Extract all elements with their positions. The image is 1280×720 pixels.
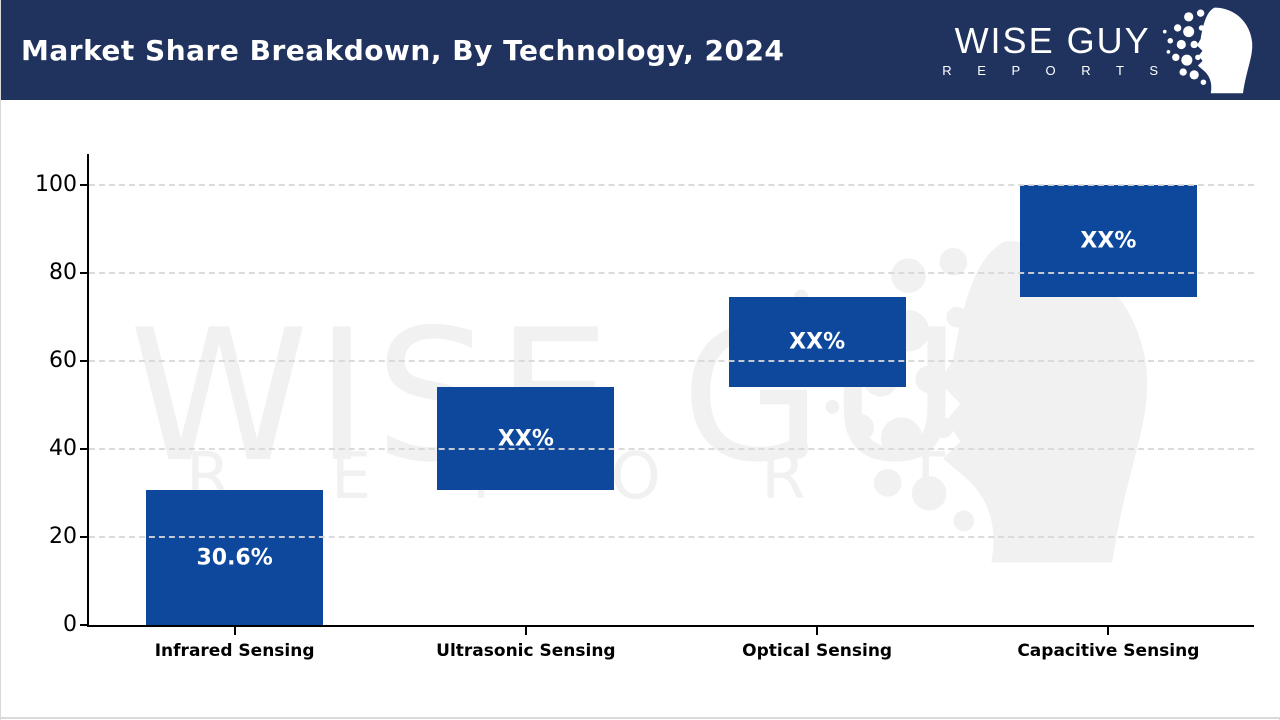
bar-value-label: XX% xyxy=(497,426,554,452)
y-tick-mark xyxy=(80,536,88,538)
gridline xyxy=(89,536,1254,538)
gridline xyxy=(89,184,1254,186)
y-axis-line xyxy=(87,154,89,627)
gridline xyxy=(89,448,1254,450)
y-tick-label: 0 xyxy=(63,612,77,637)
y-tick-mark xyxy=(80,624,88,626)
brand-name: WISE GUY xyxy=(954,19,1151,61)
brand-wordmark: WISE GUY R E P O R T S xyxy=(936,19,1169,78)
x-category-label: Ultrasonic Sensing xyxy=(436,641,616,661)
bar-value-label: 30.6% xyxy=(196,545,273,571)
x-category-label: Optical Sensing xyxy=(742,641,893,661)
chart-area: WISE GU R E P O R T S 0 20 40 60 80 100 30.6% X… xyxy=(1,100,1280,717)
gridline xyxy=(89,360,1254,362)
y-tick-mark xyxy=(80,360,88,362)
bar-segment xyxy=(1019,185,1197,298)
x-tick-mark xyxy=(233,627,236,635)
bar-segment xyxy=(437,387,615,491)
x-tick-mark xyxy=(816,627,819,635)
x-tick-mark xyxy=(524,627,527,635)
y-tick-label: 60 xyxy=(49,348,77,373)
y-tick-label: 100 xyxy=(35,172,77,197)
bar-segment xyxy=(728,297,906,388)
y-tick-label: 80 xyxy=(49,260,77,285)
gridline xyxy=(89,272,1254,274)
x-axis-line xyxy=(87,625,1254,627)
header-banner: Market Share Breakdown, By Technology, 2… xyxy=(1,0,1280,100)
brand-logo: WISE GUY R E P O R T S xyxy=(936,4,1267,96)
y-tick-label: 20 xyxy=(49,524,77,549)
brand-subtitle: R E P O R T S xyxy=(942,62,1169,78)
bottom-border xyxy=(1,717,1280,719)
bar-value-label: XX% xyxy=(789,329,846,355)
bar-value-label: XX% xyxy=(1080,228,1137,254)
y-tick-mark xyxy=(80,272,88,274)
x-tick-mark xyxy=(1107,627,1110,635)
page-title: Market Share Breakdown, By Technology, 2… xyxy=(21,33,785,67)
bar-segment xyxy=(146,490,324,625)
x-category-label: Infrared Sensing xyxy=(154,641,315,661)
y-tick-label: 40 xyxy=(49,436,77,461)
face-profile-icon xyxy=(1162,7,1253,94)
x-category-label: Capacitive Sensing xyxy=(1017,641,1200,661)
y-tick-mark xyxy=(80,448,88,450)
y-tick-mark xyxy=(80,184,88,186)
